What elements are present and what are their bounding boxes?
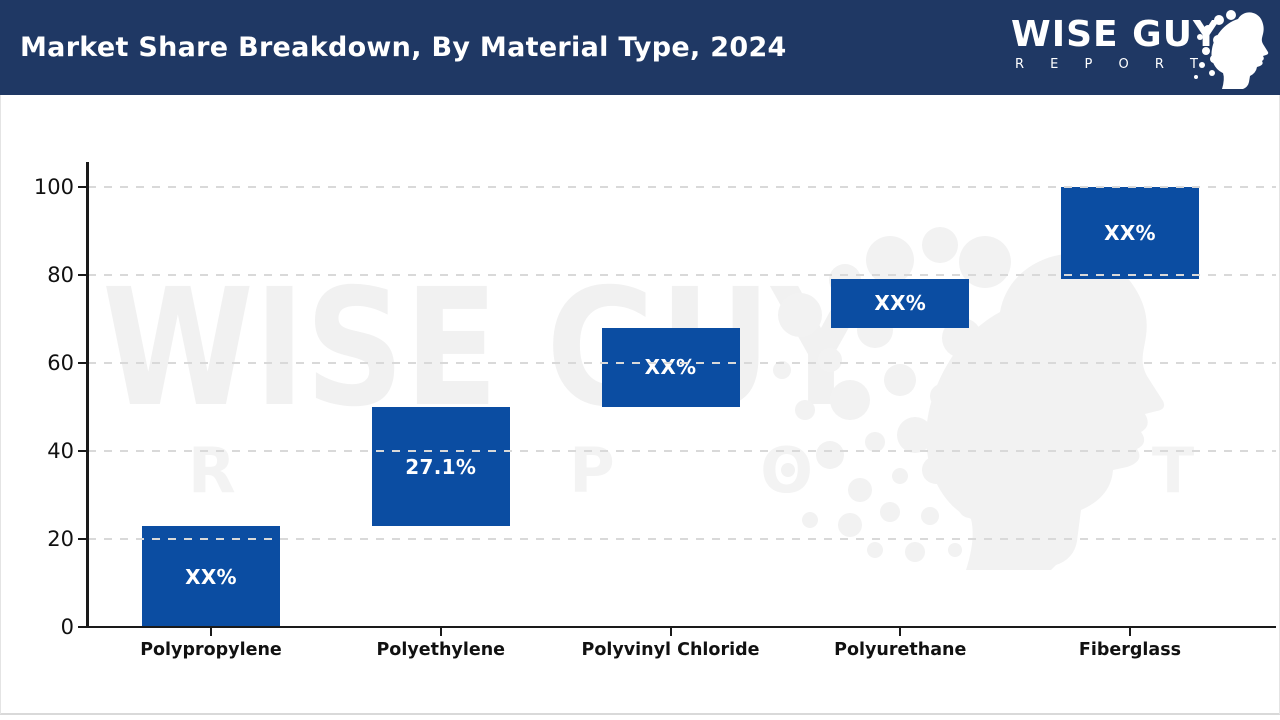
bar-polyvinyl-chloride: XX%	[601, 327, 740, 407]
y-tick-label-60: 60	[47, 351, 74, 375]
x-tick-5	[1129, 628, 1131, 636]
bar-value-label: XX%	[185, 564, 237, 589]
x-axis-label-polyurethane: Polyurethane	[834, 640, 967, 660]
bar-polypropylene: XX%	[142, 526, 280, 627]
y-tick-60	[78, 362, 86, 364]
bar-value-label: 27.1%	[405, 454, 477, 479]
page-title: Market Share Breakdown, By Material Type…	[20, 32, 787, 63]
y-axis-line	[86, 162, 89, 628]
logo-subtext: R E P O R T S	[1015, 56, 1244, 72]
gridline-60	[88, 362, 1276, 364]
gridline-80	[88, 274, 1276, 276]
bar-value-label: XX%	[644, 355, 697, 380]
x-axis-label-polypropylene: Polypropylene	[140, 640, 282, 660]
bar-polyurethane: XX%	[831, 278, 970, 328]
y-tick-label-100: 100	[33, 175, 74, 199]
report-header: Market Share Breakdown, By Material Type…	[0, 0, 1280, 95]
y-tick-label-40: 40	[47, 439, 74, 463]
x-axis-label-polyvinyl-chloride: Polyvinyl Chloride	[581, 640, 760, 660]
y-tick-80	[78, 274, 86, 276]
y-tick-0	[78, 626, 86, 628]
bottom-divider	[0, 713, 1280, 715]
watermark-wiseguy-text: WISE GUY	[102, 255, 871, 443]
x-tick-1	[210, 628, 212, 636]
bar-polyethylene: 27.1%	[371, 407, 510, 527]
x-tick-2	[439, 628, 442, 636]
y-tick-100	[78, 186, 86, 188]
x-axis-line	[86, 625, 1276, 628]
logo-wordmark: WISE GUY	[1011, 13, 1221, 55]
x-axis-label-fiberglass: Fiberglass	[1078, 640, 1182, 660]
y-tick-40	[78, 450, 86, 452]
logo-text: WISE GUY R E P O R T S	[1011, 13, 1244, 72]
bar-fiberglass: XX%	[1061, 187, 1199, 279]
x-tick-3	[669, 628, 672, 636]
y-tick-label-20: 20	[47, 527, 74, 551]
bar-value-label: XX%	[1104, 220, 1156, 245]
gridline-100	[88, 186, 1276, 188]
bar-value-label: XX%	[874, 291, 927, 316]
x-axis-label-polyethylene: Polyethylene	[376, 640, 506, 660]
x-tick-4	[899, 628, 902, 636]
gridline-40	[88, 450, 1276, 452]
y-tick-label-80: 80	[47, 263, 74, 287]
logo-head-profile-icon	[1194, 9, 1269, 89]
y-tick-label-0: 0	[60, 615, 74, 639]
left-edge-border	[0, 95, 1, 714]
y-tick-20	[78, 538, 86, 540]
gridline-20	[88, 538, 1276, 540]
wise-guy-reports-logo: WISE GUY R E P O R T S	[1011, 7, 1269, 89]
